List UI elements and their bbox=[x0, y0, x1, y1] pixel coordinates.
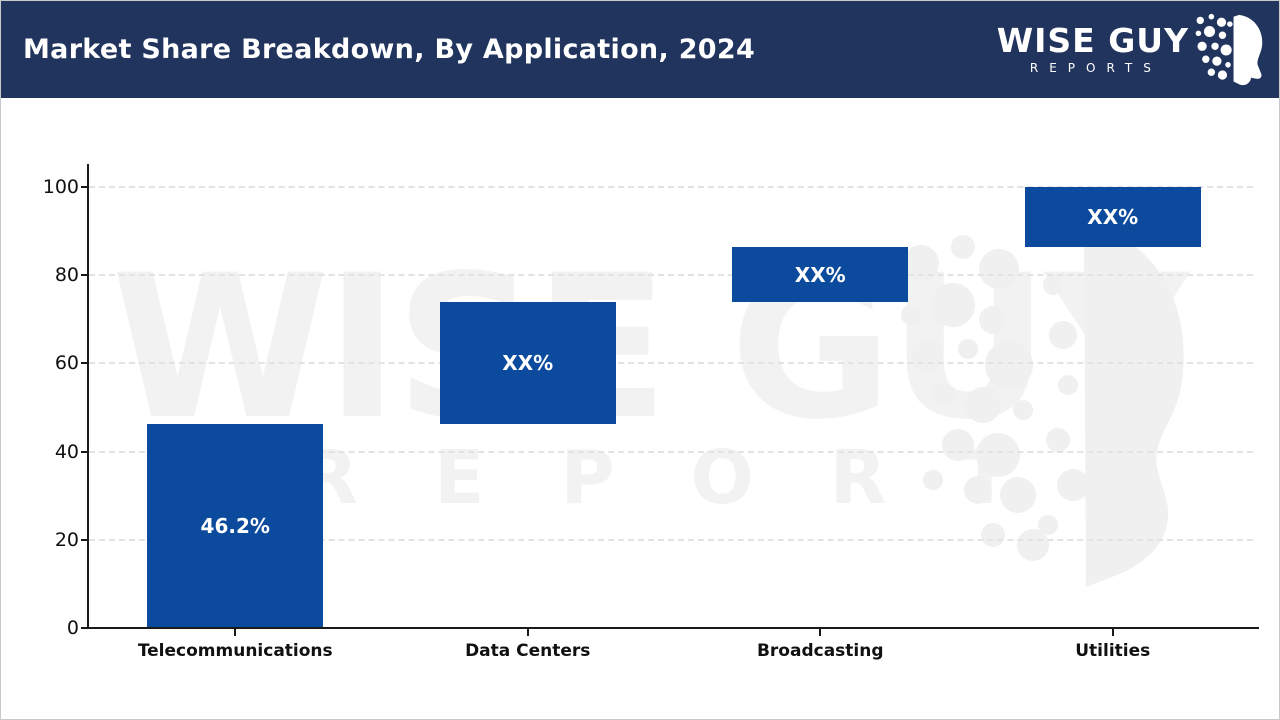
y-tick-label-0: 0 bbox=[66, 617, 79, 639]
x-axis-line bbox=[87, 627, 1259, 629]
bar-value-label: XX% bbox=[1087, 204, 1139, 229]
x-tick-2 bbox=[819, 629, 822, 636]
gridline-40 bbox=[89, 450, 1253, 453]
y-tick-label-60: 60 bbox=[54, 352, 79, 375]
logo-text: WISE GUY REPORTS bbox=[997, 24, 1189, 75]
gridline-100 bbox=[89, 186, 1253, 188]
wise-guy-logo: WISE GUY REPORTS bbox=[997, 9, 1265, 91]
y-tick-60 bbox=[81, 362, 87, 365]
y-axis-line bbox=[87, 164, 89, 629]
x-category-label: Data Centers bbox=[465, 641, 591, 661]
watermark-head-icon bbox=[901, 231, 1184, 587]
logo-head-icon bbox=[1195, 13, 1263, 85]
bar-broadcasting: XX% bbox=[732, 246, 909, 303]
page-title: Market Share Breakdown, By Application, … bbox=[23, 34, 756, 65]
header-bar: Market Share Breakdown, By Application, … bbox=[1, 1, 1279, 98]
x-tick-0 bbox=[234, 629, 237, 636]
y-tick-100 bbox=[81, 186, 87, 188]
x-tick-3 bbox=[1111, 629, 1114, 636]
x-category-label: Utilities bbox=[1075, 641, 1151, 661]
x-category-label: Broadcasting bbox=[756, 641, 884, 661]
bar-value-label: 46.2% bbox=[200, 514, 270, 539]
gridline-20 bbox=[89, 538, 1253, 541]
bar-data-centers: XX% bbox=[439, 302, 616, 425]
logo-primary-text: WISE GUY bbox=[996, 21, 1189, 60]
y-tick-label-40: 40 bbox=[54, 440, 79, 463]
bar-value-label: XX% bbox=[794, 262, 846, 287]
x-tick-1 bbox=[526, 629, 529, 636]
y-tick-40 bbox=[81, 450, 87, 453]
y-tick-label-80: 80 bbox=[54, 264, 79, 287]
gridline-60 bbox=[89, 362, 1253, 365]
y-tick-label-100: 100 bbox=[42, 176, 79, 198]
x-category-label: Telecommunications bbox=[137, 641, 333, 661]
bar-telecommunications: 46.2% bbox=[147, 424, 324, 628]
bar-utilities: XX% bbox=[1024, 187, 1201, 247]
y-tick-20 bbox=[81, 538, 87, 541]
logo-secondary-text: REPORTS bbox=[1029, 61, 1162, 75]
y-tick-80 bbox=[81, 274, 87, 277]
y-tick-label-20: 20 bbox=[54, 528, 79, 551]
y-tick-0 bbox=[81, 627, 87, 629]
gridline-80 bbox=[89, 274, 1253, 277]
bar-value-label: XX% bbox=[502, 351, 554, 376]
